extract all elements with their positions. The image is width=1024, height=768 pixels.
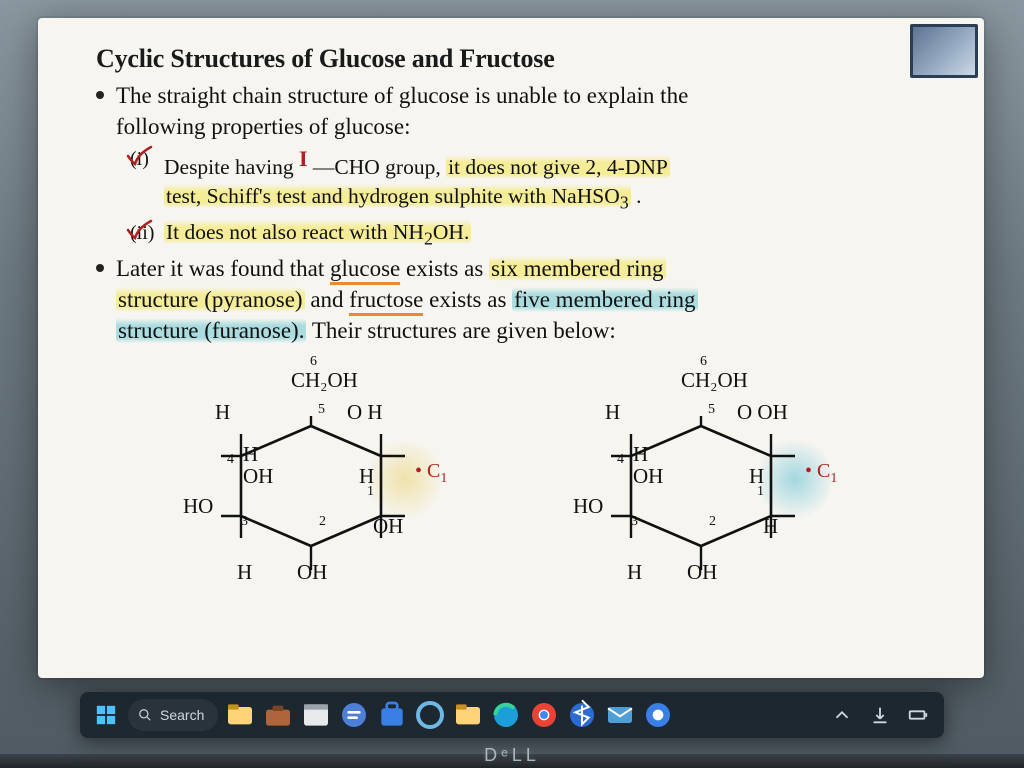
pos-2: 2 <box>319 514 326 530</box>
slide-surface: Cyclic Structures of Glucose and Fructos… <box>38 18 984 678</box>
sub2-text: It does not also react with NH2OH. <box>164 218 471 250</box>
ch2oh-label: CH₂OH <box>681 368 748 393</box>
taskbar-app-store[interactable] <box>376 699 408 731</box>
pos-5: 5 <box>708 402 715 418</box>
t: OH. <box>433 220 469 244</box>
fructose-word: fructose <box>349 287 423 316</box>
tray-battery-icon[interactable] <box>902 699 934 731</box>
taskbar-app-circle[interactable] <box>414 699 446 731</box>
h-label: H <box>605 400 620 425</box>
t: following properties of glucose: <box>116 114 410 139</box>
hl: it does not give 2, 4-DNP <box>446 155 670 179</box>
sub-item-2: (ii) It does not also react with NH2OH. <box>130 218 936 250</box>
oh-label: OH <box>633 464 663 489</box>
taskbar-app-chrome[interactable] <box>528 699 560 731</box>
hl-teal: structure (furanose). <box>116 318 306 343</box>
insert-mark: I <box>299 146 308 171</box>
pos-6: 6 <box>310 354 317 370</box>
t: It does not also react with NH <box>166 220 424 244</box>
pos-4: 4 <box>617 452 624 468</box>
pos-1: 1 <box>757 484 764 500</box>
roman-i-check: (i) <box>130 148 156 171</box>
pos-6: 6 <box>700 354 707 370</box>
t: . <box>631 184 642 208</box>
ho-label: HO <box>183 494 213 519</box>
taskbar-app-window[interactable] <box>300 699 332 731</box>
ho-label: HO <box>573 494 603 519</box>
taskbar-app-folder[interactable] <box>452 699 484 731</box>
taskbar-app-bluetooth[interactable] <box>566 699 598 731</box>
t: Later it was found that <box>116 256 330 281</box>
o-h-label: O H <box>347 400 383 425</box>
taskbar-app-mail[interactable] <box>604 699 636 731</box>
t: and <box>305 287 350 312</box>
diagram-row: CH₂OH 6 5 H O H H OH 4 H 1 • C1 HO 3 2 O… <box>96 364 936 604</box>
taskbar[interactable]: Search <box>80 692 944 738</box>
bullet-2-text: Later it was found that glucose exists a… <box>116 253 698 346</box>
t: Despite having <box>164 155 294 179</box>
bullet-1: The straight chain structure of glucose … <box>96 80 936 142</box>
hl-teal: five membered ring <box>512 287 697 312</box>
t: exists as <box>423 287 512 312</box>
ch2oh-label: CH₂OH <box>291 368 358 393</box>
tray-download-icon[interactable] <box>864 699 896 731</box>
t: exists as <box>400 256 489 281</box>
bullet-dot <box>96 91 104 99</box>
h-label: H <box>215 400 230 425</box>
taskbar-app-chat[interactable] <box>338 699 370 731</box>
taskbar-app-briefcase[interactable] <box>262 699 294 731</box>
oh-label: OH <box>243 464 273 489</box>
sub2: 2 <box>424 228 433 248</box>
red-check-icon <box>125 144 155 168</box>
t: test, Schiff's test and hydrogen sulphit… <box>166 184 620 208</box>
h-label: H <box>763 514 778 539</box>
sub-item-1: (i) Despite having I —CHO group, it does… <box>130 144 936 215</box>
bullet-dot <box>96 264 104 272</box>
pos-2: 2 <box>709 514 716 530</box>
sub3: 3 <box>620 193 629 213</box>
o-oh-label: O OH <box>737 400 788 425</box>
red-check-icon <box>125 218 155 242</box>
laptop-brand-label: DᵉLL <box>484 745 540 766</box>
hl: It does not also react with NH2OH. <box>164 220 471 244</box>
c1-annotation: • C1 <box>415 460 447 487</box>
start-button[interactable] <box>90 699 122 731</box>
sublist: (i) Despite having I —CHO group, it does… <box>130 144 936 250</box>
oh-label: OH <box>687 560 717 585</box>
h-label: H <box>627 560 642 585</box>
bullet-1-text: The straight chain structure of glucose … <box>116 80 688 142</box>
bullet-2: Later it was found that glucose exists a… <box>96 253 936 346</box>
t: Their structures are given below: <box>306 318 615 343</box>
taskbar-app-camera[interactable] <box>642 699 674 731</box>
pos-5: 5 <box>318 402 325 418</box>
oh-label: OH <box>297 560 327 585</box>
hl: structure (pyranose) <box>116 287 305 312</box>
t: —CHO group, <box>313 155 446 179</box>
t: The straight chain structure of glucose … <box>116 83 688 108</box>
slide-heading: Cyclic Structures of Glucose and Fructos… <box>96 44 936 74</box>
sub1-text: Despite having I —CHO group, it does not… <box>164 144 670 215</box>
pos-3: 3 <box>241 514 248 530</box>
pos-4: 4 <box>227 452 234 468</box>
hl: test, Schiff's test and hydrogen sulphit… <box>164 184 631 208</box>
molecule-beta-glucose: CH₂OH 6 5 H O OH H OH 4 H 1 • C1 HO 3 2 … <box>561 364 861 604</box>
pos-3: 3 <box>631 514 638 530</box>
h-label: H <box>237 560 252 585</box>
c1-annotation: • C1 <box>805 460 837 487</box>
taskbar-app-explorer[interactable] <box>224 699 256 731</box>
taskbar-app-edge[interactable] <box>490 699 522 731</box>
oh-label: OH <box>373 514 403 539</box>
tray-chevron-icon[interactable] <box>826 699 858 731</box>
search-icon <box>138 708 152 722</box>
molecule-alpha-glucose: CH₂OH 6 5 H O H H OH 4 H 1 • C1 HO 3 2 O… <box>171 364 471 604</box>
roman-ii-check: (ii) <box>130 222 156 245</box>
taskbar-search[interactable]: Search <box>128 699 218 731</box>
hl: six membered ring <box>489 256 665 281</box>
search-placeholder: Search <box>160 707 204 723</box>
glucose-word: glucose <box>330 256 400 285</box>
video-thumbnail[interactable] <box>910 24 978 78</box>
pos-1: 1 <box>367 484 374 500</box>
